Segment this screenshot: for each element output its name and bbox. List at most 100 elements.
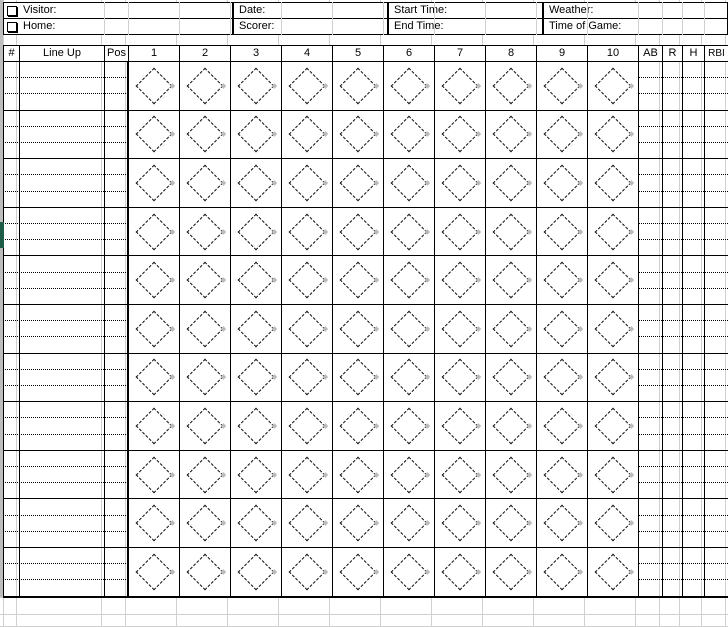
- scoring-cell[interactable]: [282, 207, 332, 256]
- scoring-cell[interactable]: [537, 548, 587, 596]
- scoring-cell[interactable]: [231, 110, 281, 159]
- scoring-cell[interactable]: [129, 256, 179, 304]
- scoring-cell[interactable]: [180, 450, 230, 499]
- scoring-cell[interactable]: [486, 499, 536, 547]
- col-lineup-header[interactable]: Line Up: [19, 45, 105, 62]
- scoring-cell[interactable]: [384, 499, 434, 547]
- scoring-cell[interactable]: [435, 256, 485, 304]
- scoring-cell[interactable]: [588, 62, 638, 110]
- scoring-cell[interactable]: [486, 450, 536, 499]
- scoring-cell[interactable]: [384, 305, 434, 353]
- checkbox-icon[interactable]: [7, 5, 17, 16]
- scoring-cell[interactable]: [588, 305, 638, 353]
- scoring-cell[interactable]: [333, 62, 383, 110]
- scoring-cell[interactable]: [537, 402, 587, 450]
- header-field-date-scorer-row1[interactable]: Date:: [233, 2, 388, 19]
- col-inning-6-header[interactable]: 6: [383, 45, 435, 62]
- scoring-cell[interactable]: [333, 402, 383, 450]
- scoring-cell[interactable]: [333, 450, 383, 499]
- scoring-cell[interactable]: [486, 256, 536, 304]
- scoring-cell[interactable]: [588, 110, 638, 159]
- scoring-cell[interactable]: [129, 305, 179, 353]
- col-inning-3-header[interactable]: 3: [230, 45, 282, 62]
- col-inning-8-header[interactable]: 8: [485, 45, 537, 62]
- header-field-weather-row1[interactable]: Weather:: [543, 2, 728, 19]
- scoring-cell[interactable]: [231, 207, 281, 256]
- scoring-cell[interactable]: [282, 499, 332, 547]
- scoring-cell[interactable]: [231, 159, 281, 207]
- scoring-cell[interactable]: [129, 353, 179, 402]
- scoring-cell[interactable]: [384, 450, 434, 499]
- scoring-cell[interactable]: [435, 207, 485, 256]
- scoring-cell[interactable]: [435, 62, 485, 110]
- scoring-cell[interactable]: [435, 159, 485, 207]
- scoring-cell[interactable]: [180, 159, 230, 207]
- scoring-cell[interactable]: [180, 62, 230, 110]
- header-field-team-row2[interactable]: Home:: [3, 18, 233, 35]
- scoring-cell[interactable]: [384, 256, 434, 304]
- scoring-cell[interactable]: [231, 499, 281, 547]
- scoring-cell[interactable]: [435, 499, 485, 547]
- scoring-cell[interactable]: [435, 548, 485, 596]
- scoring-cell[interactable]: [129, 62, 179, 110]
- scoring-cell[interactable]: [231, 305, 281, 353]
- scoring-cell[interactable]: [537, 62, 587, 110]
- scoring-cell[interactable]: [384, 402, 434, 450]
- scoring-cell[interactable]: [435, 305, 485, 353]
- scoring-cell[interactable]: [588, 499, 638, 547]
- scoring-cell[interactable]: [129, 499, 179, 547]
- scoring-cell[interactable]: [333, 207, 383, 256]
- scoring-cell[interactable]: [333, 548, 383, 596]
- scoring-cell[interactable]: [333, 256, 383, 304]
- scoring-cell[interactable]: [537, 159, 587, 207]
- scoring-cell[interactable]: [282, 256, 332, 304]
- scoring-cell[interactable]: [384, 159, 434, 207]
- scoring-cell[interactable]: [537, 305, 587, 353]
- header-field-weather-row2[interactable]: Time of Game:: [543, 18, 728, 35]
- scoring-cell[interactable]: [282, 402, 332, 450]
- scoring-cell[interactable]: [333, 305, 383, 353]
- scoring-cell[interactable]: [231, 62, 281, 110]
- scoring-cell[interactable]: [129, 159, 179, 207]
- scoring-cell[interactable]: [180, 110, 230, 159]
- scoring-cell[interactable]: [282, 305, 332, 353]
- col-inning-10-header[interactable]: 10: [587, 45, 639, 62]
- scoring-cell[interactable]: [384, 62, 434, 110]
- scoring-cell[interactable]: [537, 499, 587, 547]
- scoring-cell[interactable]: [231, 402, 281, 450]
- scoring-cell[interactable]: [537, 450, 587, 499]
- checkbox-icon[interactable]: [7, 21, 17, 32]
- scoring-cell[interactable]: [231, 256, 281, 304]
- header-field-date-scorer-row2[interactable]: Scorer:: [233, 18, 388, 35]
- col-number-header[interactable]: #: [3, 45, 20, 62]
- col-inning-7-header[interactable]: 7: [434, 45, 486, 62]
- scoring-cell[interactable]: [282, 62, 332, 110]
- scoring-cell[interactable]: [486, 548, 536, 596]
- scoring-cell[interactable]: [486, 159, 536, 207]
- col-inning-1-header[interactable]: 1: [128, 45, 180, 62]
- scoring-cell[interactable]: [282, 110, 332, 159]
- scoring-cell[interactable]: [180, 548, 230, 596]
- scoring-cell[interactable]: [537, 207, 587, 256]
- scoring-cell[interactable]: [588, 207, 638, 256]
- col-total-r-header[interactable]: R: [662, 45, 683, 62]
- scoring-cell[interactable]: [129, 450, 179, 499]
- scoring-cell[interactable]: [333, 353, 383, 402]
- header-field-time-row1[interactable]: Start Time:: [388, 2, 543, 19]
- scoring-cell[interactable]: [486, 207, 536, 256]
- scoring-cell[interactable]: [588, 256, 638, 304]
- scoring-cell[interactable]: [486, 110, 536, 159]
- col-inning-2-header[interactable]: 2: [179, 45, 231, 62]
- col-total-ab-header[interactable]: AB: [638, 45, 663, 62]
- scoring-cell[interactable]: [180, 353, 230, 402]
- scoring-cell[interactable]: [333, 159, 383, 207]
- scoring-cell[interactable]: [180, 402, 230, 450]
- col-inning-5-header[interactable]: 5: [332, 45, 384, 62]
- scoring-cell[interactable]: [129, 207, 179, 256]
- scoring-cell[interactable]: [435, 110, 485, 159]
- scoring-cell[interactable]: [129, 110, 179, 159]
- scoring-cell[interactable]: [333, 499, 383, 547]
- scoring-cell[interactable]: [282, 159, 332, 207]
- scoring-cell[interactable]: [486, 62, 536, 110]
- scoring-cell[interactable]: [282, 450, 332, 499]
